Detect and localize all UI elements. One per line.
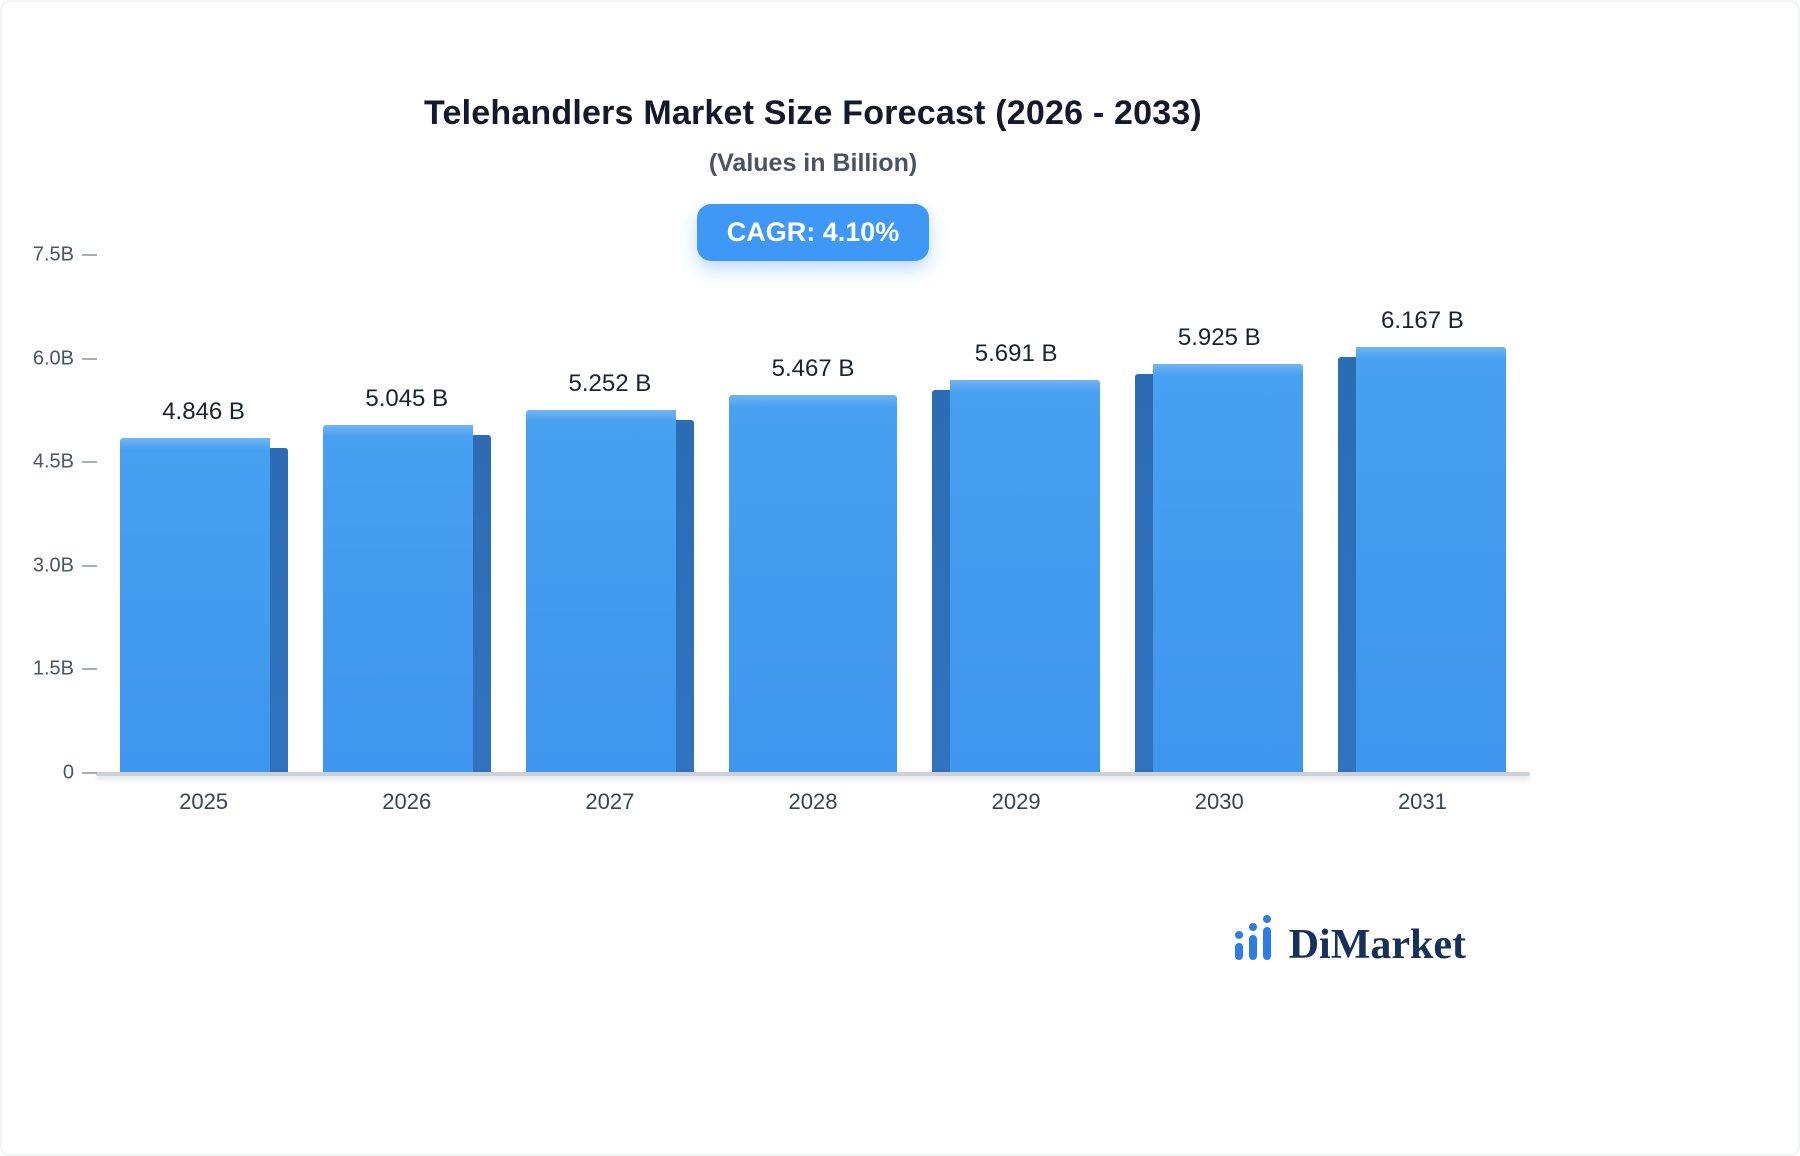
bar-group: 5.045 B 2026 [305, 255, 508, 814]
bar-value-label: 5.252 B [568, 370, 652, 397]
bar-value-label: 5.467 B [771, 355, 855, 382]
chart-header: Telehandlers Market Size Forecast (2026 … [2, 2, 1624, 261]
bar-group: 6.167 B 2031 [1321, 255, 1524, 814]
y-axis-label: 3.0B [32, 554, 74, 577]
bar-3d-edge [675, 420, 694, 773]
x-axis-label: 2030 [1194, 789, 1244, 814]
bar-group: 5.925 B 2030 [1118, 255, 1321, 814]
bar-value-label: 6.167 B [1381, 307, 1464, 334]
bar-value-label: 4.846 B [162, 398, 245, 425]
y-axis-tick [82, 357, 97, 360]
chart-plot-bars: 4.846 B 2025 5.045 B 2026 5.252 B 2027 5.467 B… [102, 255, 1524, 814]
x-axis-label: 2031 [1397, 789, 1447, 814]
bar-3d-edge [472, 435, 491, 773]
bar-3d-edge [269, 448, 288, 773]
bar-chart-icon [1231, 911, 1279, 966]
y-axis-tick [82, 668, 97, 671]
chart-subtitle: (Values in Billion) [708, 149, 918, 177]
cagr-badge: CAGR: 4.10% [696, 204, 930, 261]
y-axis-label: 0 [62, 761, 74, 784]
bar-group: 5.691 B 2029 [915, 255, 1118, 814]
bar [119, 438, 288, 773]
x-axis-label: 2025 [179, 789, 229, 814]
y-axis-label: 1.5B [32, 657, 74, 680]
x-axis-line [96, 772, 1530, 776]
bar [1338, 347, 1507, 773]
y-axis-tick [82, 461, 97, 464]
x-axis-label: 2029 [991, 789, 1041, 814]
bar-3d-edge [1338, 357, 1357, 773]
bar-group: 4.846 B 2025 [102, 255, 305, 814]
logo-text: DiMarket [1288, 922, 1466, 969]
bar-face [1356, 347, 1507, 773]
bar-value-label: 5.925 B [1177, 324, 1261, 351]
bar [1135, 364, 1304, 773]
bar-group: 5.252 B 2027 [508, 255, 711, 814]
dimarket-logo: DiMarket [1231, 911, 1466, 966]
bar-value-label: 5.691 B [974, 340, 1058, 367]
y-axis-label: 7.5B [32, 243, 74, 266]
bar-face [950, 380, 1101, 773]
bar-face [322, 425, 473, 773]
bar-3d-edge [1135, 374, 1154, 773]
bar-face [119, 438, 270, 773]
x-axis-label: 2026 [382, 789, 432, 814]
bar [728, 395, 897, 773]
bar-face [525, 410, 676, 773]
y-axis-tick [82, 564, 97, 567]
bar-face [728, 395, 897, 773]
y-axis-label: 4.5B [32, 450, 74, 473]
bar [932, 380, 1101, 773]
bar-value-label: 5.045 B [365, 385, 449, 412]
bar-face [1153, 364, 1304, 773]
chart-title: Telehandlers Market Size Forecast (2026 … [424, 94, 1202, 132]
x-axis-label: 2027 [585, 789, 635, 814]
bar-3d-edge [932, 390, 951, 773]
bar [322, 425, 491, 773]
bar [525, 410, 694, 773]
y-axis-label: 6.0B [32, 347, 74, 370]
bar-group: 5.467 B 2028 [711, 255, 914, 814]
y-axis-tick [82, 254, 97, 256]
y-axis-tick [82, 772, 97, 774]
chart-plot: 4.846 B 2025 5.045 B 2026 5.252 B 2027 5.467 B… [33, 244, 1530, 814]
x-axis-label: 2028 [788, 789, 838, 814]
